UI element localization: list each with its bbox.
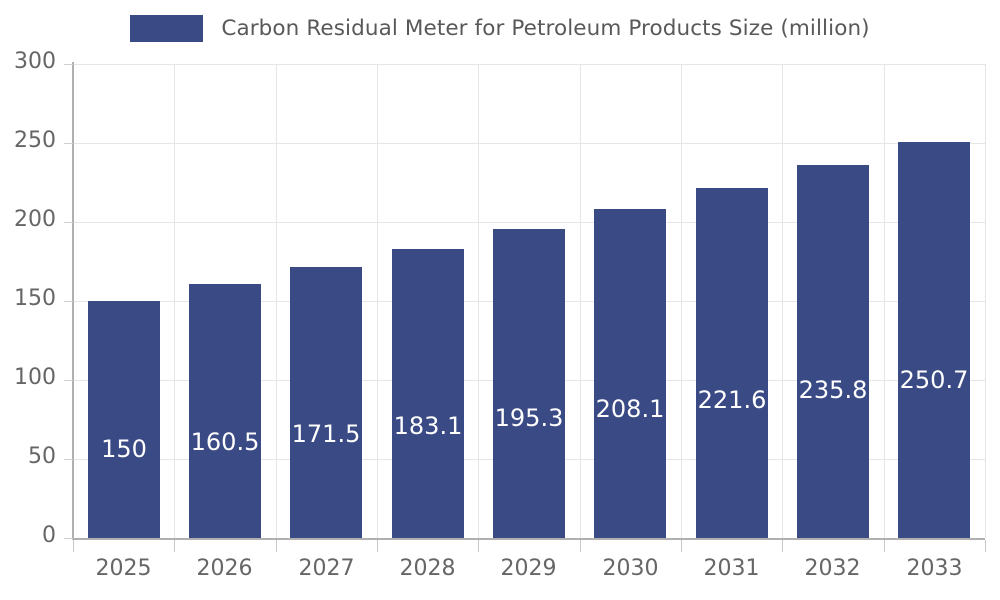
y-axis-tick xyxy=(64,221,73,223)
x-axis-tick xyxy=(174,540,175,552)
gridline-vertical xyxy=(580,64,581,538)
y-axis-tick xyxy=(64,300,73,302)
y-axis-tick xyxy=(64,458,73,460)
bar-2033[interactable] xyxy=(898,141,970,538)
y-axis-label-0: 0 xyxy=(42,523,56,548)
y-axis-tick xyxy=(64,537,73,539)
x-axis-tick xyxy=(73,540,74,552)
bar-2030[interactable] xyxy=(594,209,666,538)
y-axis-label-250: 250 xyxy=(14,128,56,153)
gridline-vertical xyxy=(174,64,175,538)
gridline-horizontal xyxy=(73,63,985,65)
y-axis-label-200: 200 xyxy=(14,207,56,232)
bar-2025[interactable] xyxy=(88,301,160,538)
x-axis-label-2031: 2031 xyxy=(703,556,760,581)
gridline-vertical xyxy=(985,64,986,538)
gridline-vertical xyxy=(478,64,479,538)
y-axis-tick xyxy=(64,142,73,144)
gridline-vertical xyxy=(377,64,378,538)
bar-2029[interactable] xyxy=(493,229,565,538)
x-axis-label-2033: 2033 xyxy=(906,556,963,581)
gridline-horizontal xyxy=(73,142,985,144)
y-axis-label-100: 100 xyxy=(14,365,56,390)
y-axis-label-150: 150 xyxy=(14,286,56,311)
x-axis-line xyxy=(72,538,985,540)
gridline-vertical xyxy=(782,64,783,538)
gridline-horizontal xyxy=(73,221,985,223)
plot-area: 150 160.5 171.5 183.1 195.3 208.1 221.6 235.8 25… xyxy=(73,63,986,539)
legend-color-swatch xyxy=(130,14,204,42)
x-axis-label-2025: 2025 xyxy=(95,556,152,581)
x-axis-tick xyxy=(276,540,277,552)
bar-2026[interactable] xyxy=(189,284,261,538)
x-axis-tick xyxy=(985,540,986,552)
x-axis-label-2026: 2026 xyxy=(196,556,253,581)
bar-2031[interactable] xyxy=(696,187,768,538)
y-axis-label-300: 300 xyxy=(14,49,56,74)
gridline-vertical xyxy=(276,64,277,538)
x-axis-label-2030: 2030 xyxy=(602,556,659,581)
bar-2032[interactable] xyxy=(797,165,869,538)
y-axis-tick xyxy=(64,379,73,381)
x-axis-tick xyxy=(884,540,885,552)
x-axis-tick xyxy=(580,540,581,552)
x-axis-label-2027: 2027 xyxy=(298,556,355,581)
x-axis-tick xyxy=(478,540,479,552)
y-axis-label-50: 50 xyxy=(28,444,56,469)
bar-2027[interactable] xyxy=(290,267,362,538)
legend-entry-carbon-residual-meter[interactable]: Carbon Residual Meter for Petroleum Prod… xyxy=(130,14,870,42)
y-axis-tick xyxy=(64,63,73,65)
bar-2028[interactable] xyxy=(392,248,464,538)
x-axis-label-2032: 2032 xyxy=(804,556,861,581)
gridline-vertical xyxy=(681,64,682,538)
legend-label: Carbon Residual Meter for Petroleum Prod… xyxy=(221,15,870,41)
x-axis-label-2028: 2028 xyxy=(399,556,456,581)
gridline-vertical xyxy=(884,64,885,538)
chart-legend: Carbon Residual Meter for Petroleum Prod… xyxy=(0,0,1000,56)
x-axis-tick xyxy=(377,540,378,552)
x-axis-tick xyxy=(782,540,783,552)
x-axis-label-2029: 2029 xyxy=(500,556,557,581)
y-axis-line xyxy=(72,62,74,540)
x-axis-tick xyxy=(681,540,682,552)
